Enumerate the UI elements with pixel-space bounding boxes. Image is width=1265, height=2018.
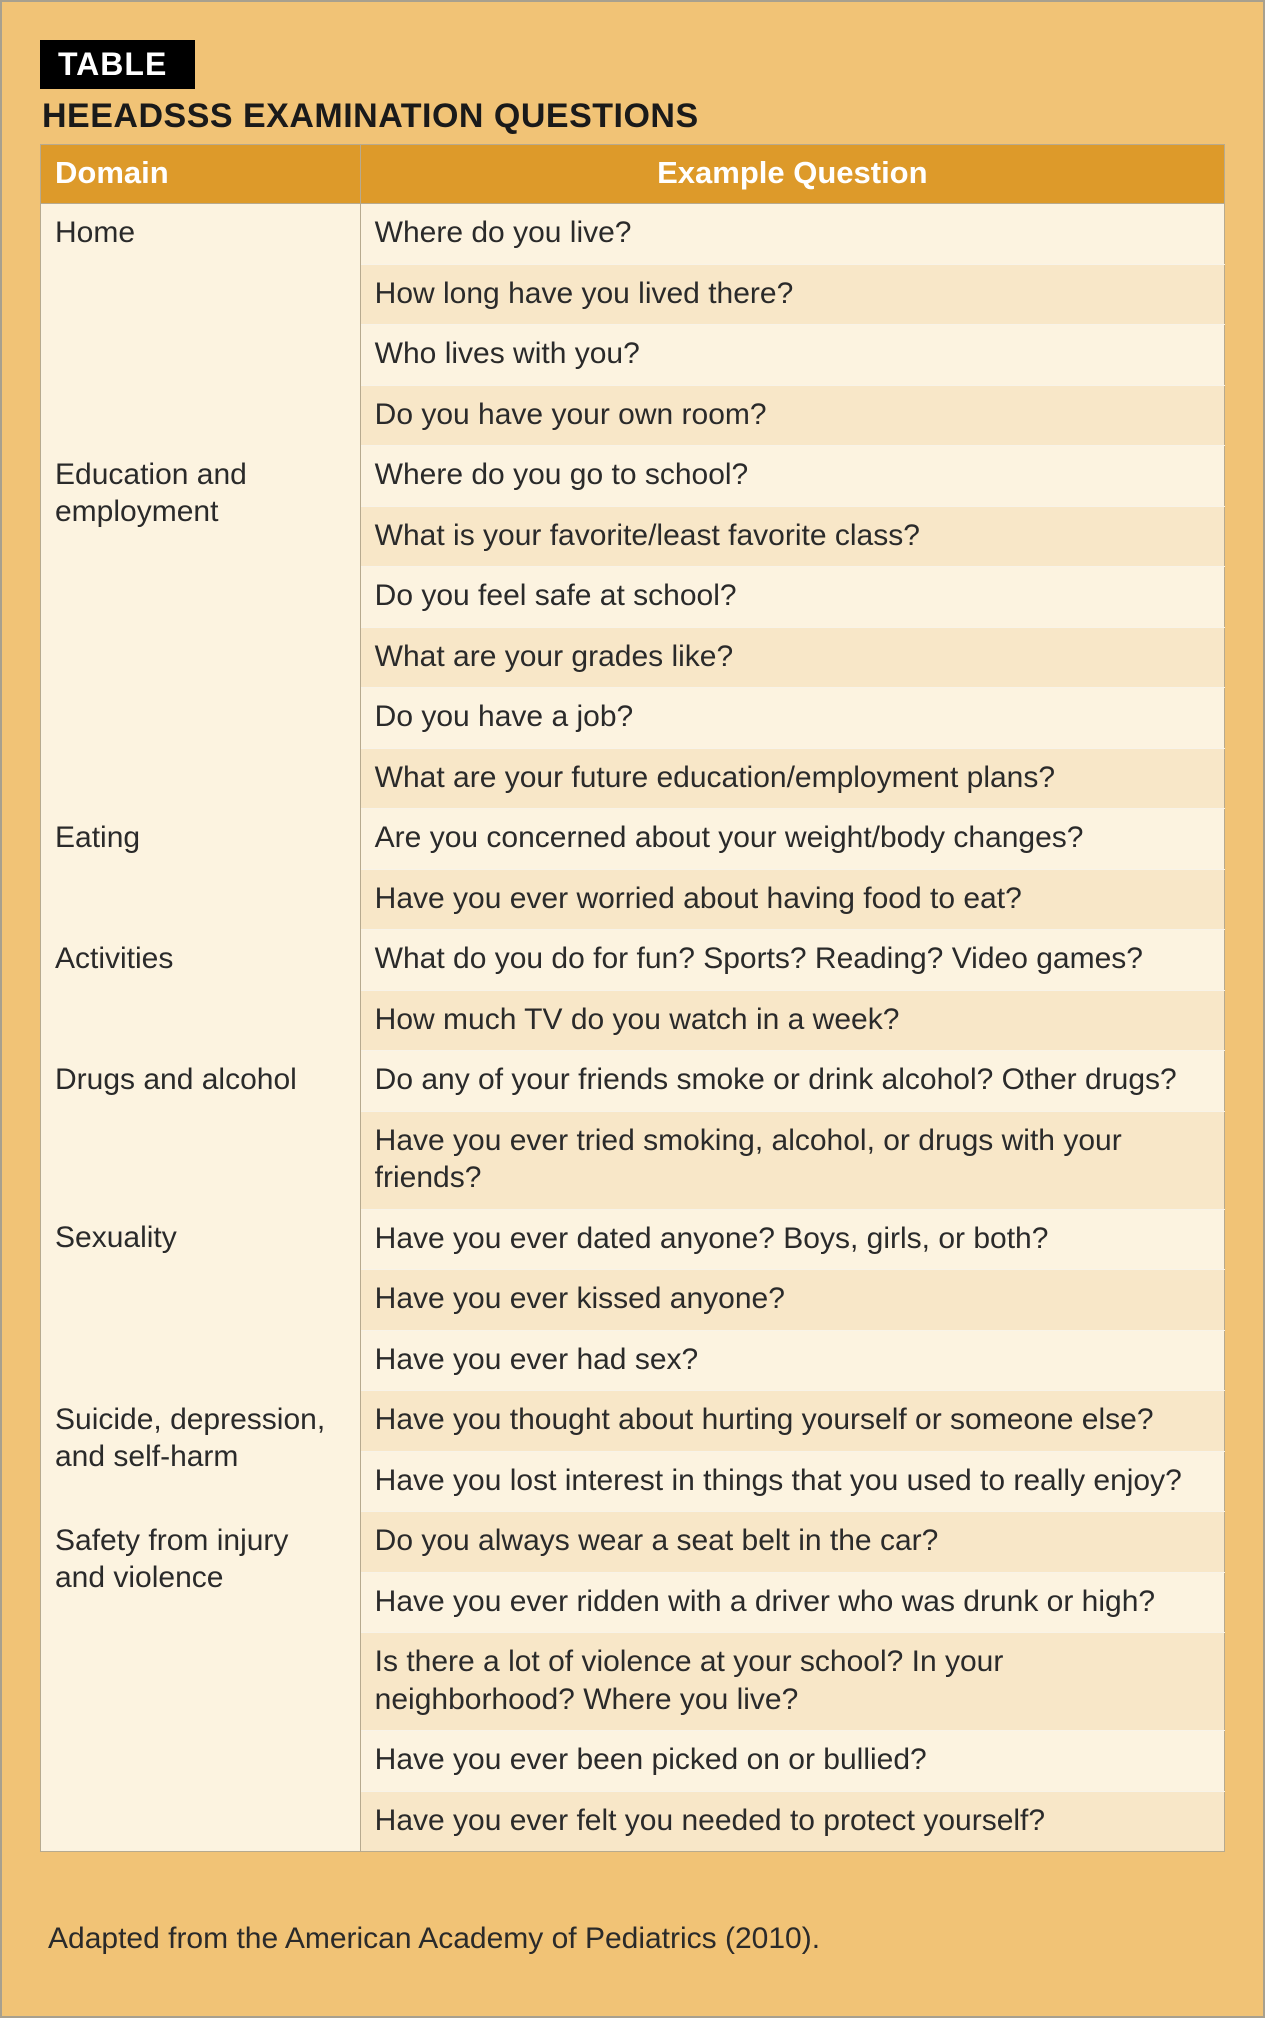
- table-label-bar: TABLE: [40, 40, 195, 89]
- question-cell: Who lives with you?: [360, 325, 1224, 386]
- question-cell: Where do you go to school?: [360, 446, 1224, 507]
- domain-cell: Drugs and alcohol: [41, 1051, 361, 1210]
- question-cell: What do you do for fun? Sports? Reading?…: [360, 930, 1224, 991]
- question-cell: What are your future education/employmen…: [360, 748, 1224, 809]
- domain-cell: Activities: [41, 930, 361, 1051]
- domain-cell: Eating: [41, 809, 361, 930]
- table-header: Domain Example Question: [41, 145, 1225, 204]
- question-cell: Is there a lot of violence at your schoo…: [360, 1633, 1224, 1731]
- question-cell: Have you ever worried about having food …: [360, 869, 1224, 930]
- domain-cell: Safety from injury and violence: [41, 1512, 361, 1852]
- question-cell: Do you have your own room?: [360, 385, 1224, 446]
- table-row: ActivitiesWhat do you do for fun? Sports…: [41, 930, 1225, 991]
- question-cell: What are your grades like?: [360, 627, 1224, 688]
- col-header-question: Example Question: [360, 145, 1224, 204]
- question-cell: Have you thought about hurting yourself …: [360, 1391, 1224, 1452]
- domain-cell: Home: [41, 204, 361, 446]
- table-row: SexualityHave you ever dated anyone? Boy…: [41, 1209, 1225, 1270]
- question-cell: Have you lost interest in things that yo…: [360, 1451, 1224, 1512]
- table-row: Education and employmentWhere do you go …: [41, 446, 1225, 507]
- question-cell: Do you always wear a seat belt in the ca…: [360, 1512, 1224, 1573]
- table-container: TABLE HEEADSSS EXAMINATION QUESTIONS Dom…: [40, 40, 1225, 1956]
- question-cell: How much TV do you watch in a week?: [360, 990, 1224, 1051]
- table-footnote: Adapted from the American Academy of Ped…: [48, 1922, 1225, 1956]
- table-row: EatingAre you concerned about your weigh…: [41, 809, 1225, 870]
- question-cell: Have you ever dated anyone? Boys, girls,…: [360, 1209, 1224, 1270]
- table-row: Safety from injury and violenceDo you al…: [41, 1512, 1225, 1573]
- question-cell: Have you ever tried smoking, alcohol, or…: [360, 1111, 1224, 1209]
- domain-cell: Education and employment: [41, 446, 361, 809]
- question-cell: Are you concerned about your weight/body…: [360, 809, 1224, 870]
- question-cell: How long have you lived there?: [360, 264, 1224, 325]
- table-body: HomeWhere do you live?How long have you …: [41, 204, 1225, 1852]
- question-cell: What is your favorite/least favorite cla…: [360, 506, 1224, 567]
- question-cell: Have you ever been picked on or bullied?: [360, 1731, 1224, 1792]
- col-header-domain: Domain: [41, 145, 361, 204]
- question-cell: Have you ever kissed anyone?: [360, 1270, 1224, 1331]
- question-cell: Do you feel safe at school?: [360, 567, 1224, 628]
- heeadsss-table: Domain Example Question HomeWhere do you…: [40, 144, 1225, 1852]
- question-cell: Do any of your friends smoke or drink al…: [360, 1051, 1224, 1112]
- domain-cell: Sexuality: [41, 1209, 361, 1391]
- question-cell: Have you ever had sex?: [360, 1330, 1224, 1391]
- question-cell: Do you have a job?: [360, 688, 1224, 749]
- page: TABLE HEEADSSS EXAMINATION QUESTIONS Dom…: [0, 0, 1265, 2018]
- domain-cell: Suicide, depression, and self-harm: [41, 1391, 361, 1512]
- table-title: HEEADSSS EXAMINATION QUESTIONS: [42, 97, 1225, 136]
- question-cell: Have you ever felt you needed to protect…: [360, 1791, 1224, 1852]
- question-cell: Have you ever ridden with a driver who w…: [360, 1572, 1224, 1633]
- table-row: HomeWhere do you live?: [41, 204, 1225, 265]
- question-cell: Where do you live?: [360, 204, 1224, 265]
- table-row: Drugs and alcoholDo any of your friends …: [41, 1051, 1225, 1112]
- table-row: Suicide, depression, and self-harmHave y…: [41, 1391, 1225, 1452]
